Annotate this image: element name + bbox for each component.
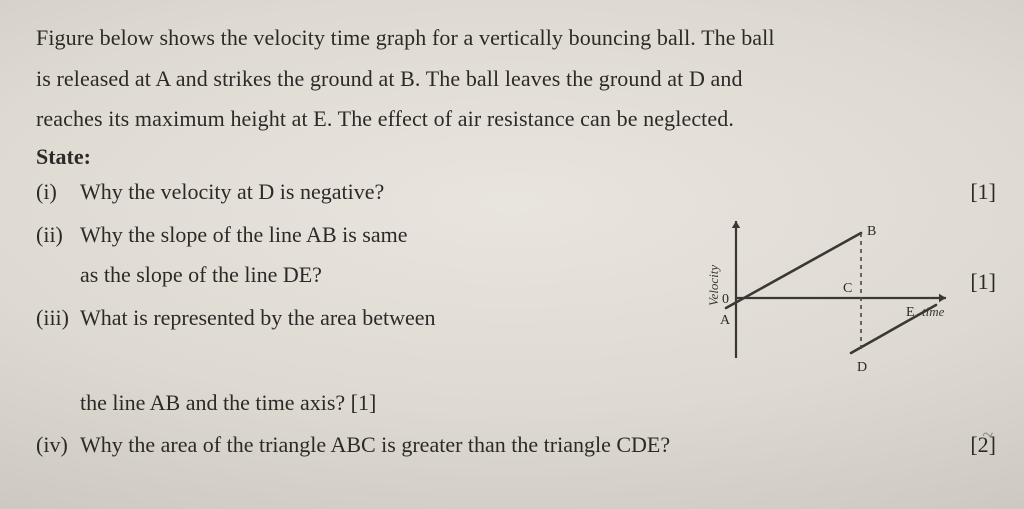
intro-line-1: Figure below shows the velocity time gra…: [36, 25, 775, 50]
svg-text:D: D: [857, 360, 867, 375]
mid-block: (ii) Why the slope of the line AB is sam…: [36, 213, 996, 383]
svg-text:time: time: [922, 304, 945, 319]
page-scan: Figure below shows the velocity time gra…: [0, 0, 1024, 509]
velocity-time-graph: Velocity time 0 A B C D E: [656, 213, 956, 383]
question-ii: (ii) Why the slope of the line AB is sam…: [36, 215, 656, 256]
svg-text:Velocity: Velocity: [706, 264, 721, 305]
question-i: (i) Why the velocity at D is negative? […: [36, 172, 996, 213]
question-iii-l2: the line AB and the time axis? [1]: [80, 383, 996, 424]
svg-text:0: 0: [722, 292, 729, 307]
graph-svg: Velocity time 0 A B C D E: [656, 213, 956, 383]
question-iii: (iii) What is represented by the area be…: [36, 298, 656, 339]
question-ii-l1: Why the slope of the line AB is same: [80, 215, 656, 256]
intro-line-3: reaches its maximum height at E. The eff…: [36, 106, 734, 131]
question-ii-num: (ii): [36, 215, 80, 256]
question-iii-num: (iii): [36, 298, 80, 339]
question-ii-mark: [1]: [956, 213, 996, 295]
svg-text:B: B: [867, 224, 876, 239]
question-iv-text: Why the area of the triangle ABC is grea…: [80, 425, 956, 466]
question-i-text: Why the velocity at D is negative?: [80, 172, 956, 213]
question-iv: (iv) Why the area of the triangle ABC is…: [36, 425, 996, 466]
svg-text:A: A: [720, 313, 731, 328]
question-i-mark: [1]: [956, 172, 996, 213]
svg-text:C: C: [843, 281, 852, 296]
mid-text-column: (ii) Why the slope of the line AB is sam…: [36, 213, 656, 339]
intro-line-2: is released at A and strikes the ground …: [36, 66, 743, 91]
pencil-scribble: ~: [982, 424, 994, 447]
state-label: State:: [36, 144, 996, 170]
problem-intro: Figure below shows the velocity time gra…: [36, 18, 996, 140]
question-iv-num: (iv): [36, 425, 80, 466]
question-ii-l2: as the slope of the line DE?: [80, 255, 656, 296]
question-i-num: (i): [36, 172, 80, 213]
svg-text:E: E: [906, 305, 915, 320]
question-iii-l1: What is represented by the area between: [80, 298, 656, 339]
